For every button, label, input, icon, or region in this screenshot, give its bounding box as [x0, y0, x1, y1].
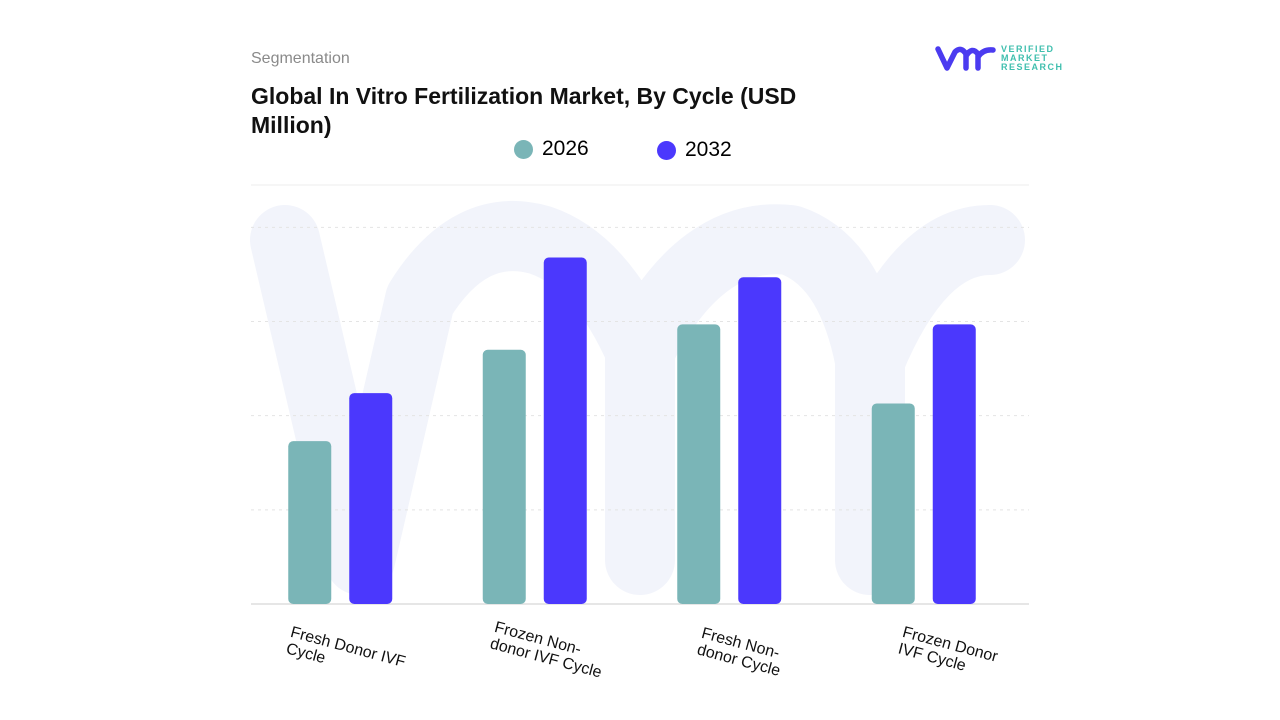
bar-2032-2: [738, 277, 782, 604]
bar-2026-3: [871, 403, 915, 604]
legend-swatch-2032: [657, 140, 676, 160]
bar-2032-1: [543, 257, 587, 604]
legend-swatch-2026: [514, 139, 533, 159]
section-label: Segmentation: [251, 50, 350, 67]
bar-2032-0: [349, 393, 393, 604]
bar-2026-1: [482, 349, 526, 604]
legend-item-2026: 2026: [514, 137, 589, 161]
bar-2026-0: [288, 441, 332, 604]
logo-line-2: MARKET: [1001, 52, 1049, 63]
logo-line-3: RESEARCH: [1001, 61, 1064, 72]
vmr-logo: VERIFIED MARKET RESEARCH: [935, 44, 1064, 72]
legend-label-2032: 2032: [685, 138, 732, 161]
bar-2032-3: [932, 324, 976, 604]
logo-line-1: VERIFIED: [1001, 43, 1055, 54]
logo-text: VERIFIED MARKET RESEARCH: [1001, 43, 1064, 72]
chart-title: Global In Vitro Fertilization Market, By…: [251, 83, 797, 138]
watermark-logo: [250, 201, 1025, 595]
legend-item-2032: 2032: [657, 138, 732, 162]
vmr-logo-mark-icon: [935, 46, 996, 71]
bar-2026-2: [677, 324, 721, 604]
legend-label-2026: 2026: [542, 137, 589, 160]
